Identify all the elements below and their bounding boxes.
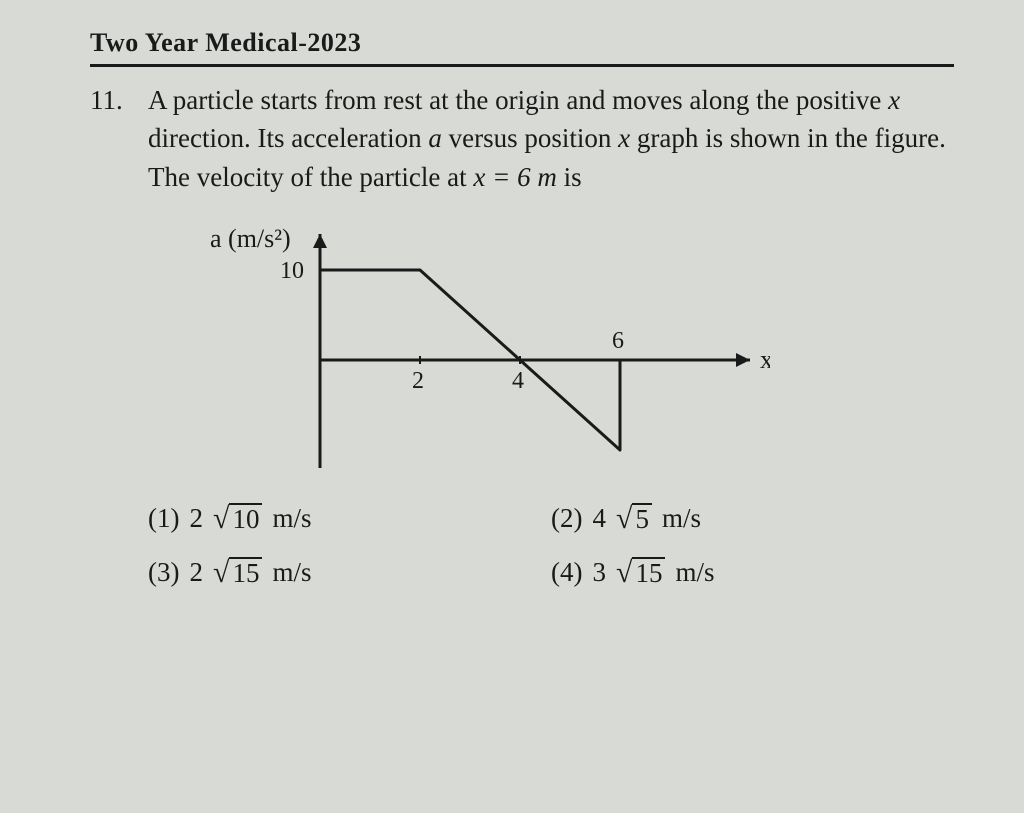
q-part: versus position xyxy=(442,123,618,153)
sqrt-icon: √5 xyxy=(616,503,652,535)
question-text: A particle starts from rest at the origi… xyxy=(148,81,954,196)
q-var-x: x xyxy=(888,85,900,115)
sqrt-icon: √10 xyxy=(213,503,262,535)
option-label: (3) xyxy=(148,557,179,588)
option-coef: 2 xyxy=(189,557,203,588)
q-part: A particle starts from rest at the origi… xyxy=(148,85,888,115)
question-block: 11. A particle starts from rest at the o… xyxy=(90,81,954,196)
option-3: (3) 2 √15 m/s xyxy=(148,557,551,589)
option-radicand: 5 xyxy=(632,503,652,535)
svg-text:6: 6 xyxy=(612,328,624,354)
svg-text:2: 2 xyxy=(412,368,424,394)
option-label: (2) xyxy=(551,503,582,534)
option-radicand: 10 xyxy=(229,503,262,535)
sqrt-icon: √15 xyxy=(616,557,665,589)
option-label: (4) xyxy=(551,557,582,588)
option-coef: 4 xyxy=(592,503,606,534)
svg-text:10: 10 xyxy=(280,258,304,284)
svg-text:4: 4 xyxy=(512,368,524,394)
option-unit: m/s xyxy=(272,557,311,588)
option-radicand: 15 xyxy=(229,557,262,589)
option-4: (4) 3 √15 m/s xyxy=(551,557,954,589)
figure: 10 2 4 6 a (m/s²) x (m) xyxy=(150,210,954,485)
option-coef: 2 xyxy=(189,503,203,534)
q-part: is xyxy=(557,162,582,192)
q-var-a: a xyxy=(428,123,442,153)
options: (1) 2 √10 m/s (2) 4 √5 m/s (3) 2 √15 m/s (4… xyxy=(148,503,954,588)
option-label: (1) xyxy=(148,503,179,534)
question-number: 11. xyxy=(90,81,148,196)
q-eq: x = 6 m xyxy=(473,162,556,192)
option-radicand: 15 xyxy=(632,557,665,589)
page-title: Two Year Medical-2023 xyxy=(90,28,954,67)
svg-text:a (m/s²): a (m/s²) xyxy=(210,224,291,253)
svg-text:x (m): x (m) xyxy=(760,345,770,374)
option-unit: m/s xyxy=(272,503,311,534)
page: Two Year Medical-2023 11. A particle sta… xyxy=(0,0,1024,618)
q-var-x2: x xyxy=(618,123,630,153)
option-1: (1) 2 √10 m/s xyxy=(148,503,551,535)
option-2: (2) 4 √5 m/s xyxy=(551,503,954,535)
option-coef: 3 xyxy=(592,557,606,588)
option-unit: m/s xyxy=(662,503,701,534)
sqrt-icon: √15 xyxy=(213,557,262,589)
option-unit: m/s xyxy=(675,557,714,588)
acceleration-position-graph: 10 2 4 6 a (m/s²) x (m) xyxy=(150,210,770,480)
q-part: direction. Its acceleration xyxy=(148,123,428,153)
